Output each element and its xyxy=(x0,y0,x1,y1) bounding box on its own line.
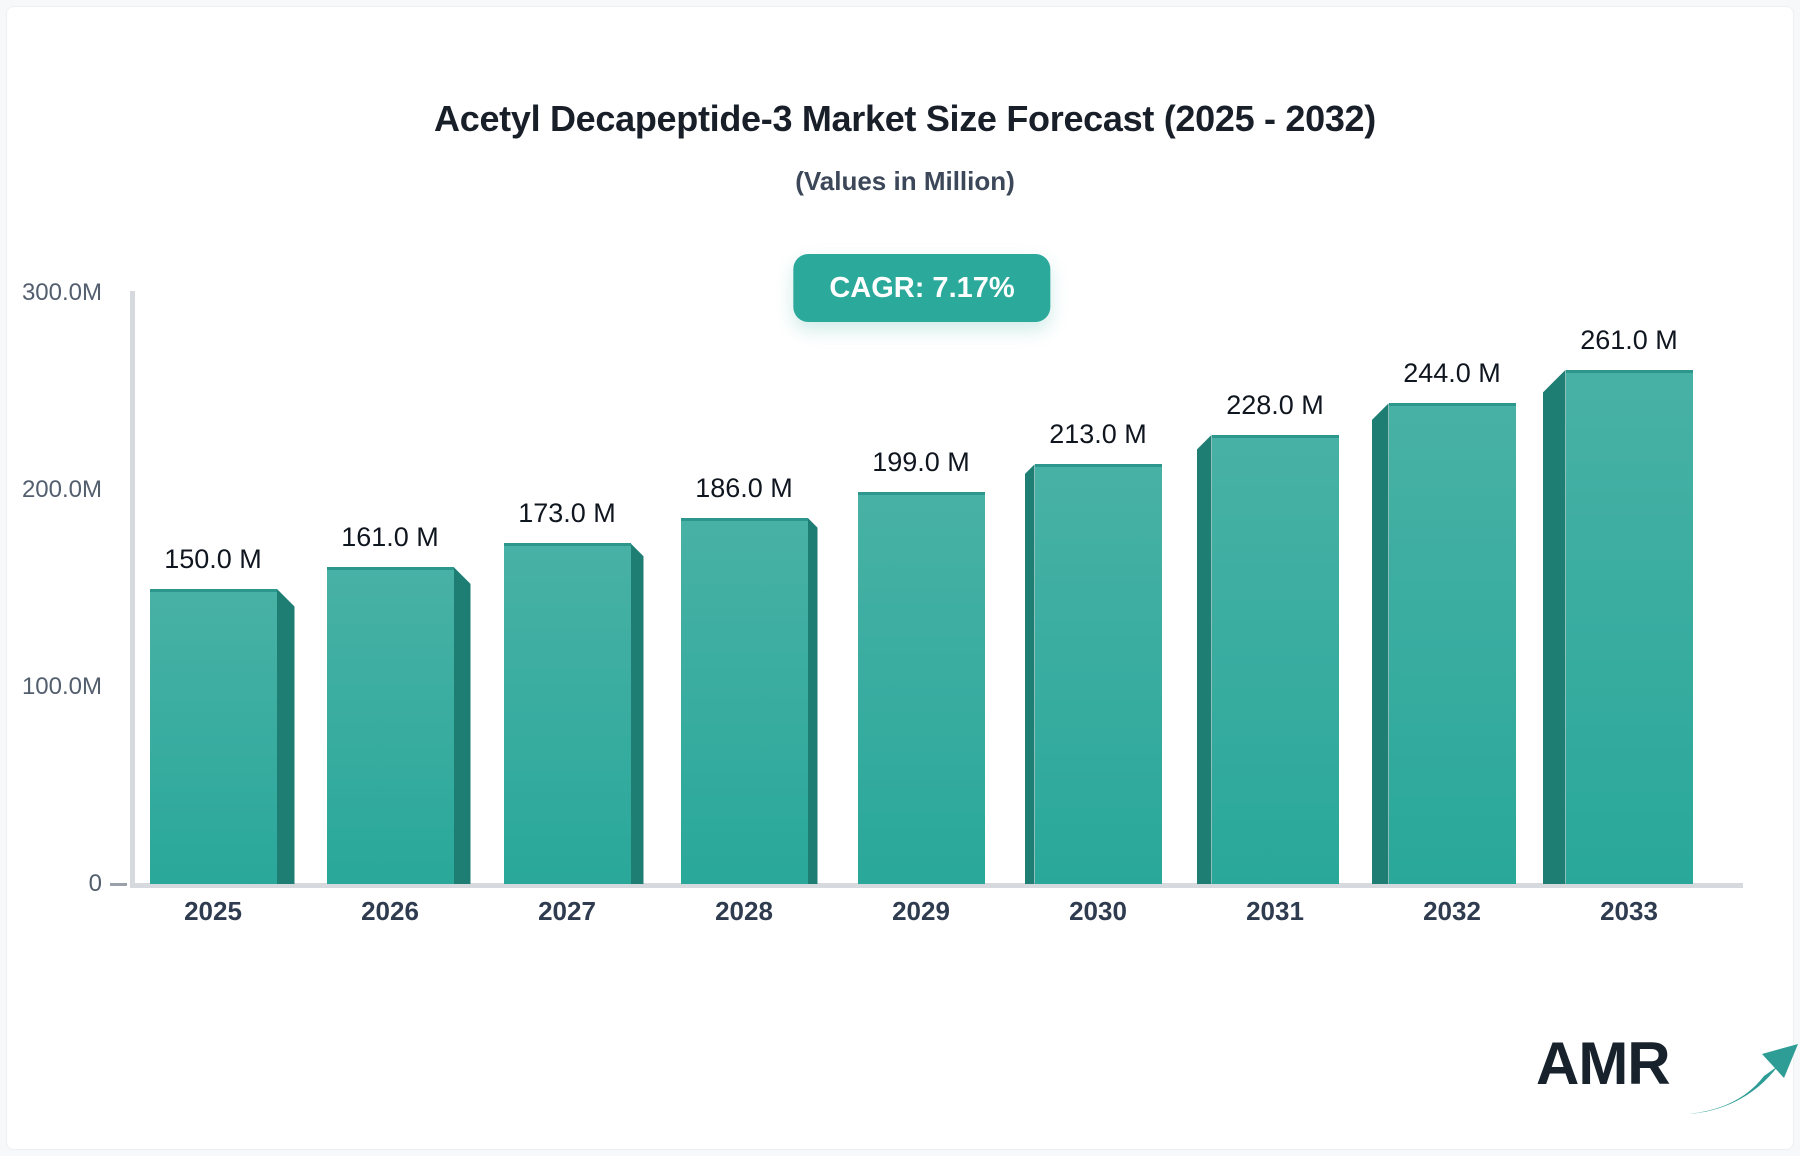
x-tick-label: 2032 xyxy=(1423,896,1481,926)
bar-2033 xyxy=(1565,369,1693,884)
bar-value-label: 213.0 M xyxy=(1049,419,1147,450)
x-tick-label: 2033 xyxy=(1600,896,1658,926)
y-tick-label: 100.0M xyxy=(21,673,102,700)
x-tick-label: 2030 xyxy=(1069,896,1127,926)
bar-value-label: 173.0 M xyxy=(518,498,616,529)
chart-title: Acetyl Decapeptide-3 Market Size Forecas… xyxy=(434,98,1376,139)
x-tick-label: 2028 xyxy=(715,896,773,926)
logo-text: AMR xyxy=(1536,1030,1671,1097)
bar-value-label: 150.0 M xyxy=(164,543,262,574)
x-tick-label: 2025 xyxy=(184,896,242,926)
cagr-badge: CAGR: 7.17% xyxy=(793,254,1051,322)
bar-2029 xyxy=(857,491,985,884)
bar-value-label: 228.0 M xyxy=(1226,389,1324,420)
x-tick-label: 2031 xyxy=(1246,896,1304,926)
y-tick-label: 200.0M xyxy=(21,476,102,503)
bar-2030 xyxy=(1034,464,1162,884)
bar-value-label: 161.0 M xyxy=(341,521,439,552)
x-tick-label: 2027 xyxy=(538,896,596,926)
x-tick-label: 2026 xyxy=(361,896,419,926)
bar-side-panel xyxy=(1371,403,1389,884)
y-axis-line xyxy=(130,291,135,887)
bar-2026 xyxy=(326,566,454,884)
chart-subtitle: (Values in Million) xyxy=(795,166,1015,196)
bar-2025 xyxy=(149,588,277,884)
bar-value-label: 186.0 M xyxy=(695,472,793,503)
bar-value-label: 244.0 M xyxy=(1403,358,1501,389)
bar-side-panel xyxy=(276,588,295,884)
bar-side-panel xyxy=(1024,464,1035,884)
bar-2032 xyxy=(1388,403,1516,884)
bar-side-panel xyxy=(453,566,471,884)
bar-side-panel xyxy=(630,543,644,884)
bar-value-label: 261.0 M xyxy=(1580,324,1678,355)
y-tick-label: 300.0M xyxy=(21,279,102,306)
bar-2027 xyxy=(503,543,631,884)
bar-2028 xyxy=(680,517,808,884)
amr-logo: AMR xyxy=(1536,1028,1798,1124)
logo-arrow-icon xyxy=(1688,1044,1798,1114)
bar-value-label: 199.0 M xyxy=(872,446,970,477)
bar-side-panel xyxy=(807,517,818,884)
y-tick-label: 0 xyxy=(88,870,102,897)
x-tick-label: 2029 xyxy=(892,896,950,926)
bar-side-panel xyxy=(1196,434,1212,884)
x-axis-line xyxy=(130,883,1743,888)
zero-tick-mark xyxy=(110,883,127,886)
bar-2031 xyxy=(1211,434,1339,884)
bar-side-panel xyxy=(1542,369,1566,884)
